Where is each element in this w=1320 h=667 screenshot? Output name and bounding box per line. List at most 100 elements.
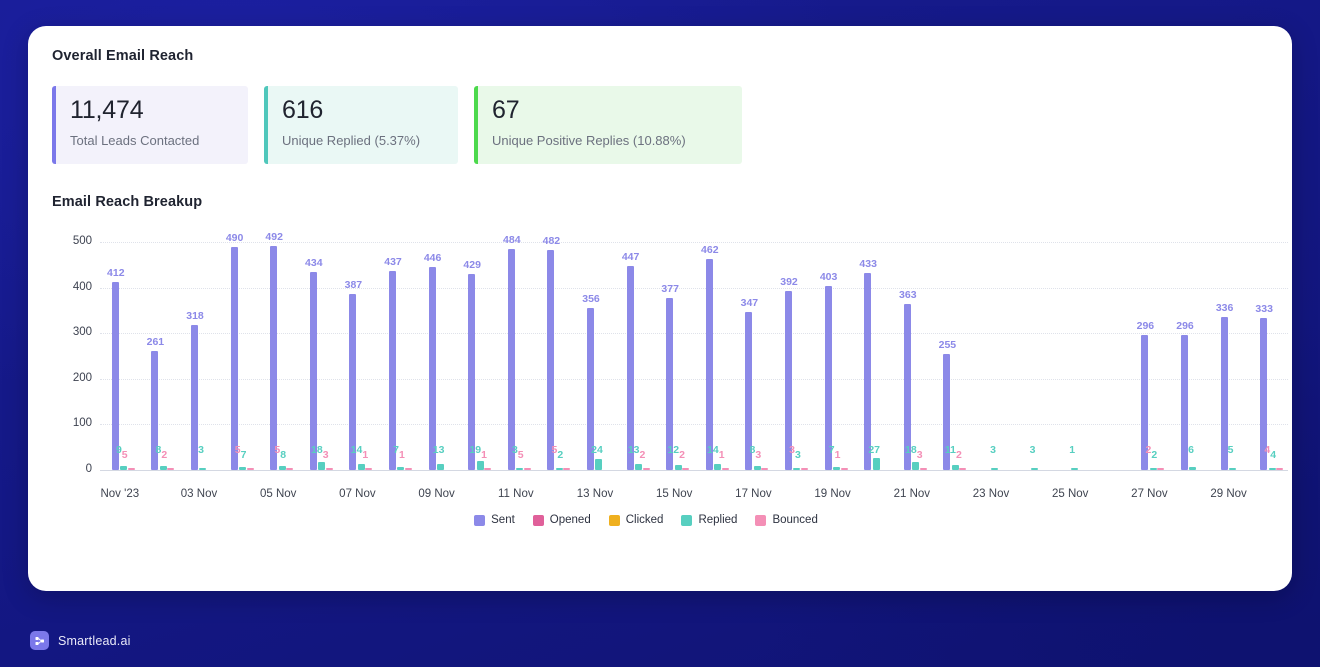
bar-bounced[interactable]: [404, 468, 412, 470]
bar-sent[interactable]: [151, 350, 159, 470]
bar-group[interactable]: [1090, 242, 1130, 470]
bar-group[interactable]: [654, 242, 694, 470]
bar-bounced[interactable]: [642, 468, 650, 470]
bar-replied[interactable]: [793, 468, 801, 470]
bar-bounced[interactable]: [919, 468, 927, 470]
bar-group[interactable]: [932, 242, 972, 470]
bar-sent[interactable]: [705, 259, 713, 470]
bar-sent[interactable]: [824, 286, 832, 470]
bar-group[interactable]: [575, 242, 615, 470]
bar-sent[interactable]: [1220, 316, 1228, 470]
bar-group[interactable]: [1011, 242, 1051, 470]
bar-group[interactable]: [615, 242, 655, 470]
legend-item-clicked[interactable]: Clicked: [608, 514, 663, 526]
bar-group[interactable]: [219, 242, 259, 470]
bar-group[interactable]: [298, 242, 338, 470]
legend-item-replied[interactable]: Replied: [681, 514, 737, 526]
bar-bounced[interactable]: [523, 467, 531, 470]
bar-group[interactable]: [1130, 242, 1170, 470]
bar-replied[interactable]: [476, 461, 484, 470]
bar-bounced[interactable]: [959, 468, 967, 470]
bar-sent[interactable]: [903, 304, 911, 470]
bar-replied[interactable]: [199, 468, 207, 470]
bar-replied[interactable]: [1031, 468, 1039, 470]
bar-sent[interactable]: [547, 250, 555, 470]
bar-sent[interactable]: [943, 353, 951, 470]
bar-group[interactable]: [258, 242, 298, 470]
bar-replied[interactable]: [1229, 467, 1237, 470]
bar-group[interactable]: [179, 242, 219, 470]
bar-bounced[interactable]: [1157, 468, 1165, 470]
bar-bounced[interactable]: [721, 468, 729, 470]
bar-group[interactable]: [1050, 242, 1090, 470]
bar-bounced[interactable]: [563, 467, 571, 470]
bar-replied[interactable]: [1268, 468, 1276, 470]
bar-replied[interactable]: [872, 457, 880, 470]
bar-bounced[interactable]: [127, 467, 135, 470]
bar-bounced[interactable]: [286, 467, 294, 470]
bar-sent[interactable]: [428, 266, 436, 470]
bar-bounced[interactable]: [840, 468, 848, 470]
bar-group[interactable]: [892, 242, 932, 470]
bar-sent[interactable]: [388, 270, 396, 470]
bar-sent[interactable]: [230, 246, 238, 470]
bar-replied[interactable]: [555, 468, 563, 470]
bar-replied[interactable]: [833, 466, 841, 470]
bar-bounced[interactable]: [167, 468, 175, 470]
bar-sent[interactable]: [1141, 335, 1149, 470]
bar-replied[interactable]: [951, 464, 959, 470]
bar-sent[interactable]: [111, 282, 119, 470]
bar-sent[interactable]: [507, 249, 515, 470]
bar-sent[interactable]: [349, 293, 357, 470]
bar-group[interactable]: [496, 242, 536, 470]
bar-replied[interactable]: [120, 465, 128, 470]
bar-group[interactable]: [1248, 242, 1288, 470]
bar-sent[interactable]: [190, 325, 198, 470]
bar-group[interactable]: [852, 242, 892, 470]
bar-bounced[interactable]: [761, 468, 769, 470]
bar-group[interactable]: [773, 242, 813, 470]
bar-group[interactable]: [1209, 242, 1249, 470]
bar-group[interactable]: [1169, 242, 1209, 470]
bar-replied[interactable]: [674, 464, 682, 470]
bar-sent[interactable]: [270, 245, 278, 470]
bar-sent[interactable]: [784, 291, 792, 470]
bar-replied[interactable]: [159, 466, 167, 470]
bar-bounced[interactable]: [682, 468, 690, 470]
bar-replied[interactable]: [397, 466, 405, 470]
bar-sent[interactable]: [1260, 318, 1268, 470]
bar-replied[interactable]: [318, 461, 326, 470]
bar-group[interactable]: [140, 242, 180, 470]
legend-item-bounced[interactable]: Bounced: [755, 514, 818, 526]
bar-group[interactable]: [694, 242, 734, 470]
bar-replied[interactable]: [912, 461, 920, 470]
bar-sent[interactable]: [1180, 335, 1188, 470]
bar-sent[interactable]: [309, 272, 317, 470]
bar-sent[interactable]: [586, 307, 594, 470]
bar-group[interactable]: [100, 242, 140, 470]
bar-bounced[interactable]: [246, 467, 254, 470]
bar-replied[interactable]: [1070, 468, 1078, 470]
bar-group[interactable]: [417, 242, 457, 470]
bar-sent[interactable]: [626, 266, 634, 470]
bar-group[interactable]: [536, 242, 576, 470]
bar-bounced[interactable]: [800, 468, 808, 470]
bar-bounced[interactable]: [1276, 468, 1284, 470]
bar-replied[interactable]: [239, 466, 247, 470]
bar-bounced[interactable]: [325, 468, 333, 470]
bar-group[interactable]: [734, 242, 774, 470]
bar-replied[interactable]: [278, 466, 286, 470]
bar-sent[interactable]: [864, 272, 872, 470]
bar-replied[interactable]: [714, 463, 722, 470]
bar-replied[interactable]: [516, 468, 524, 470]
bar-replied[interactable]: [1189, 467, 1197, 470]
bar-replied[interactable]: [437, 464, 445, 470]
bar-group[interactable]: [971, 242, 1011, 470]
legend-item-sent[interactable]: Sent: [474, 514, 515, 526]
bar-replied[interactable]: [991, 468, 999, 470]
bar-replied[interactable]: [357, 463, 365, 470]
bar-group[interactable]: [338, 242, 378, 470]
bar-replied[interactable]: [595, 459, 603, 470]
bar-sent[interactable]: [666, 298, 674, 470]
legend-item-opened[interactable]: Opened: [532, 514, 591, 526]
